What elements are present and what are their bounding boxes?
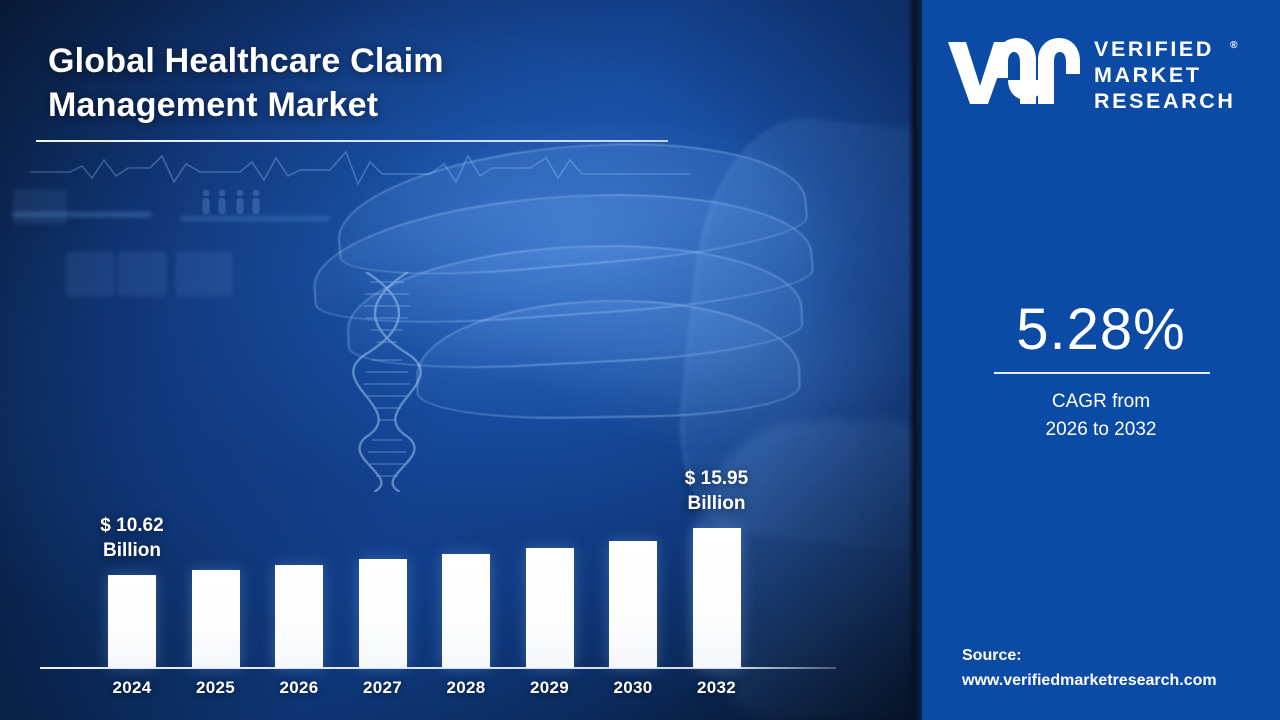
- cagr-caption-line-1: CAGR from: [1051, 391, 1151, 412]
- title-divider: [36, 140, 668, 142]
- value-label-2024: $ 10.62 Billion: [57, 513, 207, 563]
- bar-2029: [525, 548, 574, 668]
- bar-2025: [191, 570, 240, 668]
- x-axis-label-2026: 2026: [279, 678, 319, 697]
- bar-2024: [108, 575, 156, 668]
- x-axis-label-2029: 2029: [529, 678, 570, 697]
- value-label-unit: Billion: [102, 539, 162, 561]
- cagr-caption: CAGR from 2026 to 2032: [922, 388, 1280, 444]
- page-title-line-1: Global Healthcare Claim: [48, 42, 444, 80]
- x-axis-line: [40, 667, 836, 669]
- page-title-line-2: Management Market: [48, 85, 379, 124]
- bar-2030: [609, 541, 657, 668]
- vmr-logo-icon: [948, 38, 1080, 104]
- brand-logo[interactable]: VERIFIED ® MARKET RESEARCH: [944, 28, 1264, 114]
- x-axis-label-2025: 2025: [195, 678, 236, 697]
- brand-name: VERIFIED ® MARKET RESEARCH: [1094, 36, 1238, 115]
- brand-panel: VERIFIED ® MARKET RESEARCH 5.28% CAGR fr…: [922, 0, 1280, 720]
- x-axis-label-2032: 2032: [696, 678, 737, 697]
- brand-name-line-2: MARKET: [1094, 63, 1202, 88]
- value-label-amount: $ 10.62: [100, 514, 164, 536]
- registered-trademark-icon: ®: [1230, 40, 1238, 51]
- x-axis-label-2027: 2027: [362, 678, 403, 697]
- brand-name-line-1: VERIFIED: [1094, 37, 1214, 61]
- bar-chart: 2024 2025 2026 2027 2028 2029 2030 2032 $ 10.62 B…: [40, 466, 836, 697]
- value-label-2032: $ 15.95 Billion: [642, 466, 792, 516]
- bar-2028: [442, 554, 490, 668]
- cagr-caption-line-2: 2026 to 2032: [1045, 419, 1157, 441]
- x-axis-label-2028: 2028: [446, 678, 486, 697]
- source-attribution: Source: www.verifiedmarketresearch.com: [962, 644, 1272, 694]
- value-label-amount: $ 15.95: [684, 467, 749, 489]
- source-url[interactable]: www.verifiedmarketresearch.com: [962, 672, 1217, 690]
- x-axis-label-2030: 2030: [613, 678, 653, 697]
- x-axis-label-2024: 2024: [112, 678, 152, 697]
- bar-2026: [275, 565, 323, 668]
- panel-divider: [908, 0, 922, 720]
- chart-panel: Global Healthcare Claim Management Marke…: [0, 0, 916, 720]
- cagr-value: 5.28%: [1016, 297, 1186, 362]
- bar-2027: [358, 559, 407, 668]
- value-label-unit: Billion: [687, 492, 746, 514]
- brand-name-line-3: RESEARCH: [1094, 89, 1236, 114]
- bar-2032: [692, 528, 741, 668]
- page-title: Global Healthcare Claim Management Marke…: [48, 40, 688, 127]
- source-label: Source:: [962, 647, 1022, 665]
- cagr-divider: [994, 372, 1210, 374]
